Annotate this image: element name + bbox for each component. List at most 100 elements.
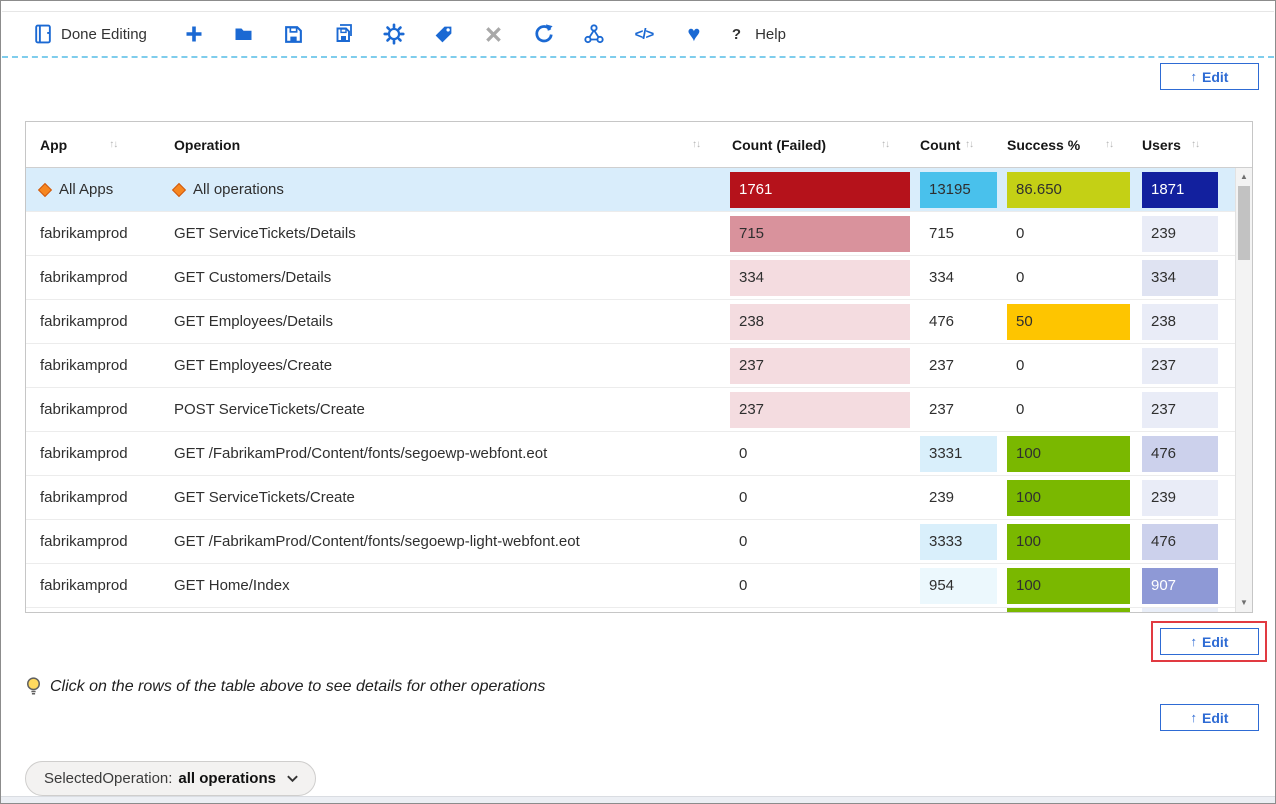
operation-cell: GET Home/Index — [168, 564, 712, 607]
heatmap-bar: 3333 — [920, 524, 997, 560]
value-cell: 0 — [1005, 256, 1137, 299]
heatmap-bar: 334 — [1142, 260, 1218, 296]
column-label: App — [40, 136, 68, 153]
scrollbar-thumb[interactable] — [1238, 186, 1250, 260]
scroll-up-icon[interactable]: ▲ — [1240, 172, 1248, 181]
app-name: All Apps — [59, 181, 114, 198]
operation-name: GET Home/Index — [174, 577, 290, 594]
column-label: Operation — [174, 136, 241, 153]
value-cell: 13195 — [917, 168, 1005, 211]
value-cell: 238 — [1137, 300, 1237, 343]
done-editing-button[interactable]: Done Editing — [32, 23, 147, 45]
table-row[interactable]: fabrikamprod GET /FabrikamProd/Content/fo… — [26, 520, 1252, 564]
add-button[interactable] — [182, 22, 206, 46]
heatmap-bar: 334 — [730, 260, 910, 296]
favorite-button[interactable]: ♥ — [682, 22, 706, 46]
table-scrollbar[interactable]: ▲ ▼ — [1235, 168, 1252, 612]
table-row-partial[interactable] — [26, 608, 1252, 612]
operation-cell: All operations — [168, 168, 712, 211]
operation-name: GET Employees/Details — [174, 313, 333, 330]
app-cell: fabrikamprod — [26, 388, 168, 431]
operations-table: App ↑↓ Operation ↑↓ Count (Failed) ↑↓ Co… — [25, 121, 1253, 613]
refresh-button[interactable] — [532, 22, 556, 46]
save-icon — [285, 25, 303, 43]
column-header-count-failed[interactable]: Count (Failed) ↑↓ — [712, 137, 917, 153]
edit-label: Edit — [1202, 633, 1229, 650]
table-row[interactable]: fabrikamprod GET ServiceTickets/Create 0 23… — [26, 476, 1252, 520]
value-cell: 237 — [1137, 344, 1237, 387]
heatmap-bar: 1871 — [1142, 172, 1218, 208]
value-cell: 954 — [917, 564, 1005, 607]
value-cell: 239 — [1137, 476, 1237, 519]
favorite-heart-icon: ♥ — [687, 21, 701, 46]
chevron-down-icon — [287, 775, 298, 783]
column-header-operation[interactable]: Operation ↑↓ — [168, 137, 712, 153]
save-all-icon — [336, 24, 352, 42]
table-row[interactable]: fabrikamprod GET /FabrikamProd/Content/fo… — [26, 432, 1252, 476]
parameter-value: all operations — [178, 770, 276, 787]
heatmap-bar: 715 — [730, 216, 910, 252]
tag-icon — [436, 26, 452, 42]
column-header-count[interactable]: Count ↑↓ — [917, 137, 1005, 153]
operation-cell: GET ServiceTickets/Create — [168, 476, 712, 519]
help-question-icon: ? — [731, 25, 742, 43]
close-icon — [486, 26, 502, 42]
app-name: fabrikamprod — [40, 269, 128, 286]
open-button[interactable] — [232, 22, 256, 46]
diamond-icon — [171, 182, 187, 197]
settings-gear-icon — [383, 23, 405, 45]
value-cell: 476 — [1137, 432, 1237, 475]
cell-value: 239 — [929, 489, 955, 506]
value-cell — [168, 608, 712, 612]
table-row[interactable]: All Apps All operations 1761 13195 86.650 187… — [26, 168, 1252, 212]
value-cell: 1761 — [712, 168, 917, 211]
table-row[interactable]: fabrikamprod GET Employees/Create 237 237 0 2… — [26, 344, 1252, 388]
cell-value: 237 — [929, 401, 955, 418]
sort-icon: ↑↓ — [881, 139, 890, 150]
table-row[interactable]: fabrikamprod GET Home/Index 0 954 100 907 — [26, 564, 1252, 608]
value-cell: 239 — [917, 476, 1005, 519]
scroll-down-icon[interactable]: ▼ — [1240, 598, 1248, 607]
tag-button[interactable] — [432, 22, 456, 46]
save-button[interactable] — [282, 22, 306, 46]
edit-button-middle[interactable]: ↑ Edit — [1160, 628, 1259, 655]
column-header-app[interactable]: App ↑↓ — [26, 137, 168, 153]
edit-button-bottom[interactable]: ↑ Edit — [1160, 704, 1259, 731]
table-row[interactable]: fabrikamprod GET Employees/Details 238 476 5… — [26, 300, 1252, 344]
close-button[interactable] — [482, 22, 506, 46]
help-button[interactable]: ? Help — [732, 26, 786, 43]
heatmap-bar: 100 — [1007, 568, 1130, 604]
column-header-success[interactable]: Success % ↑↓ — [1005, 137, 1137, 153]
column-header-users[interactable]: Users ↑↓ — [1137, 137, 1237, 153]
table-row[interactable]: fabrikamprod POST ServiceTickets/Create 23… — [26, 388, 1252, 432]
code-view-button[interactable]: </> — [632, 22, 656, 46]
heatmap-bar: 100 — [1007, 436, 1130, 472]
value-cell: 476 — [917, 300, 1005, 343]
cell-value: 0 — [739, 533, 748, 550]
save-all-button[interactable] — [332, 22, 356, 46]
operation-cell: GET Customers/Details — [168, 256, 712, 299]
cell-value: 476 — [929, 313, 955, 330]
value-cell: 86.650 — [1005, 168, 1137, 211]
cell-value: 0 — [1016, 357, 1025, 374]
table-row[interactable]: fabrikamprod GET ServiceTickets/Details 71… — [26, 212, 1252, 256]
table-row[interactable]: fabrikamprod GET Customers/Details 334 334 0… — [26, 256, 1252, 300]
app-cell: fabrikamprod — [26, 476, 168, 519]
cell-value: 0 — [739, 445, 748, 462]
heatmap-bar: 1761 — [730, 172, 910, 208]
code-icon: </> — [634, 25, 655, 43]
app-cell: fabrikamprod — [26, 256, 168, 299]
settings-button[interactable] — [382, 22, 406, 46]
edit-button-top[interactable]: ↑ Edit — [1160, 63, 1259, 90]
app-cell: fabrikamprod — [26, 300, 168, 343]
share-button[interactable] — [582, 22, 606, 46]
selected-operation-dropdown[interactable]: SelectedOperation: all operations — [25, 761, 316, 796]
hint-text: Click on the rows of the table above to … — [50, 678, 546, 695]
lightbulb-icon — [27, 677, 40, 695]
heatmap-bar: 13195 — [920, 172, 997, 208]
value-cell: 3331 — [917, 432, 1005, 475]
operation-cell: POST ServiceTickets/Create — [168, 388, 712, 431]
heatmap-bar: 100 — [1007, 480, 1130, 516]
value-cell: 100 — [1005, 432, 1137, 475]
value-cell: 0 — [1005, 212, 1137, 255]
